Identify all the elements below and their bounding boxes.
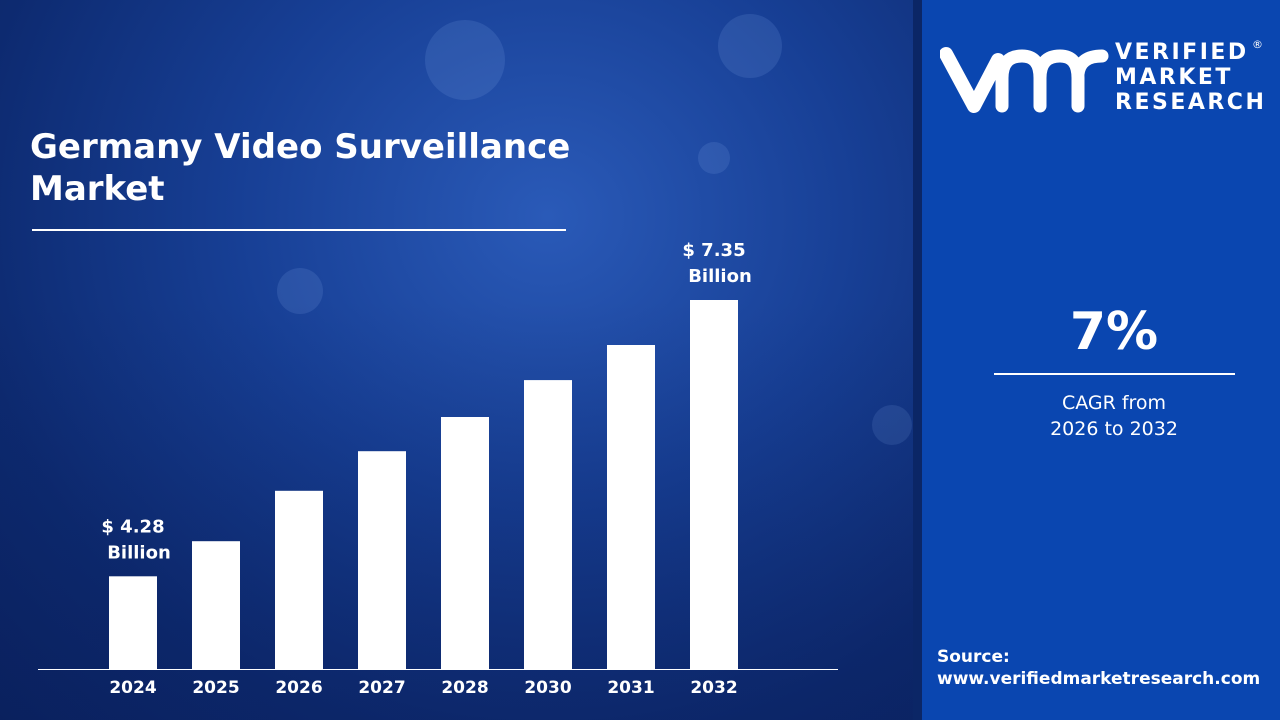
x-tick-label: 2031 xyxy=(607,678,654,698)
network-node-decoration xyxy=(698,142,730,174)
bar-2030 xyxy=(524,380,572,669)
source-label: Source: xyxy=(937,647,1010,667)
bar-2031 xyxy=(607,345,655,669)
bar-2028 xyxy=(441,417,489,669)
x-tick-label: 2032 xyxy=(690,678,737,698)
x-tick-label: 2025 xyxy=(192,678,239,698)
title-underline xyxy=(32,229,566,231)
bar-2027 xyxy=(358,451,406,669)
x-tick-label: 2024 xyxy=(109,678,156,698)
x-tick-label: 2028 xyxy=(441,678,488,698)
x-tick-label: 2027 xyxy=(358,678,405,698)
data-label-2024-line1: $ 4.28 xyxy=(101,516,164,537)
cagr-divider xyxy=(994,373,1235,375)
network-node-decoration xyxy=(872,405,912,445)
vmr-logo-icon xyxy=(940,47,1109,113)
data-label-2032-line1: $ 7.35 xyxy=(682,240,745,261)
bar-2025 xyxy=(192,541,240,669)
logo-line-research: RESEARCH xyxy=(1115,90,1267,115)
data-label-2032-line2: Billion xyxy=(688,266,752,287)
info-panel xyxy=(922,0,1280,720)
cagr-label-line2: 2026 to 2032 xyxy=(1050,418,1178,440)
cagr-value: 7% xyxy=(1069,302,1159,362)
logo-line-verified: VERIFIED xyxy=(1115,40,1249,65)
cagr-label-line1: CAGR from xyxy=(1061,392,1167,414)
bar-2024 xyxy=(109,576,157,669)
network-node-decoration xyxy=(425,20,505,100)
logo-wordmark: VERIFIED MARKET RESEARCH xyxy=(1115,40,1266,115)
bar-chart: 2024 2025 2026 2027 2028 2030 2031 2032 $ 4.28 B… xyxy=(0,0,913,720)
logo-line-market: MARKET xyxy=(1115,65,1233,90)
x-tick-label: 2026 xyxy=(275,678,322,698)
bar-2026 xyxy=(275,490,323,669)
network-node-decoration xyxy=(718,14,782,78)
data-label-2024-line2: Billion xyxy=(107,542,171,563)
page-title: Germany Video Surveillance Market xyxy=(30,127,571,209)
bar-2032 xyxy=(690,300,738,669)
cagr-label: CAGR from 2026 to 2032 xyxy=(994,390,1234,442)
divider-strip xyxy=(913,0,922,720)
network-node-decoration xyxy=(277,268,323,314)
source-note: Source: www.verifiedmarketresearch.com xyxy=(937,646,1260,690)
x-tick-label: 2030 xyxy=(524,678,571,698)
source-url: www.verifiedmarketresearch.com xyxy=(937,669,1261,689)
registered-mark: ® xyxy=(1252,38,1263,51)
